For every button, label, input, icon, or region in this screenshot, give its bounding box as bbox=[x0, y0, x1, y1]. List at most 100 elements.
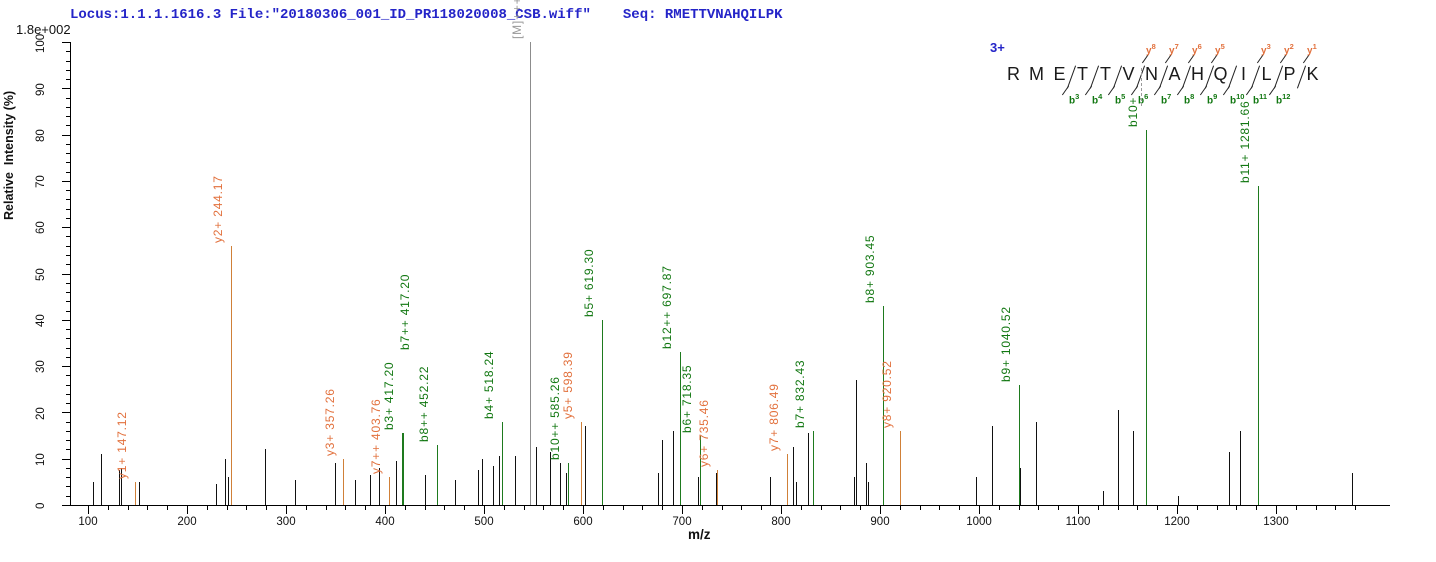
y-major-tick bbox=[62, 505, 70, 506]
peak bbox=[224, 458, 226, 505]
peak-y bbox=[717, 470, 719, 505]
peak bbox=[478, 470, 480, 505]
y-ion-label: y2 bbox=[1284, 42, 1294, 57]
y-minor-tick bbox=[66, 310, 70, 312]
x-minor-tick bbox=[1315, 506, 1317, 510]
y-major-tick bbox=[62, 273, 70, 275]
x-major-tick bbox=[880, 506, 881, 514]
peak bbox=[536, 447, 538, 505]
peak-label: b8++ 452.22 bbox=[416, 365, 431, 442]
y-minor-tick bbox=[66, 393, 70, 395]
header-seq: Seq: RMETTVNAHQILPK bbox=[622, 7, 783, 23]
peak-label: b5+ 619.30 bbox=[582, 248, 597, 317]
x-tick-label: 700 bbox=[672, 516, 692, 528]
x-minor-tick bbox=[206, 506, 208, 510]
y-tick-label: 90 bbox=[35, 82, 47, 96]
peak bbox=[658, 472, 660, 505]
y-minor-tick bbox=[66, 329, 70, 331]
b-ion-label: b7 bbox=[1161, 92, 1172, 107]
peak-b bbox=[1257, 185, 1259, 505]
b-ion-label: b12 bbox=[1276, 92, 1291, 107]
cleavage-slash-b bbox=[1153, 85, 1162, 96]
b-ion-label: b9 bbox=[1207, 92, 1218, 107]
x-tick-label: 100 bbox=[78, 516, 98, 528]
peak-y bbox=[388, 477, 390, 505]
y-minor-tick bbox=[66, 467, 70, 469]
cleavage-slash-b bbox=[1061, 85, 1070, 96]
peak-y bbox=[787, 454, 789, 505]
x-tick-label: 1000 bbox=[966, 516, 992, 528]
x-tick-label: 1200 bbox=[1164, 516, 1190, 528]
y-major-tick bbox=[62, 227, 70, 229]
peak bbox=[395, 461, 397, 505]
x-minor-tick bbox=[543, 506, 545, 510]
cleavage-slash-b bbox=[1176, 85, 1185, 96]
peak bbox=[868, 481, 870, 505]
b-ion-label: b6 bbox=[1138, 92, 1149, 107]
x-minor-tick bbox=[1137, 506, 1139, 510]
cleavage-slash-b bbox=[1245, 85, 1254, 96]
peak bbox=[792, 447, 794, 505]
peak bbox=[1102, 491, 1104, 505]
x-minor-tick bbox=[602, 506, 604, 510]
plot-area[interactable]: 100 200 300 400 500 600 700 800 900 1000 1100 1200 1… bbox=[35, 0, 1390, 528]
y-minor-tick bbox=[66, 347, 70, 349]
x-minor-tick bbox=[1355, 506, 1357, 510]
peak-b bbox=[883, 305, 885, 505]
x-minor-tick bbox=[1236, 506, 1238, 510]
peak bbox=[455, 479, 457, 505]
x-major-tick bbox=[682, 506, 683, 514]
peak-label: b7+ 832.43 bbox=[793, 359, 808, 428]
x-tick-label: 1300 bbox=[1263, 516, 1289, 528]
x-minor-tick bbox=[523, 506, 525, 510]
peak-b bbox=[700, 435, 702, 505]
y-minor-tick bbox=[66, 116, 70, 118]
y-ion-label: y8 bbox=[1146, 42, 1156, 57]
peak bbox=[120, 467, 122, 505]
y-minor-tick bbox=[66, 143, 70, 145]
x-minor-tick bbox=[1038, 506, 1040, 510]
cleavage-slash-b bbox=[1084, 85, 1093, 96]
peak-y bbox=[230, 245, 232, 505]
peak-label: b7++ 417.20 bbox=[398, 274, 413, 351]
peak bbox=[854, 477, 856, 505]
peak bbox=[770, 477, 772, 505]
x-tick-label: 300 bbox=[276, 516, 296, 528]
y-major-tick bbox=[62, 412, 70, 414]
peak bbox=[662, 440, 664, 505]
y-tick-label: 0 bbox=[35, 502, 47, 509]
y-axis-line bbox=[70, 42, 71, 506]
y-ion-label: y5 bbox=[1215, 42, 1225, 57]
x-minor-tick bbox=[701, 506, 703, 510]
x-minor-tick bbox=[622, 506, 624, 510]
y-minor-tick bbox=[66, 171, 70, 173]
y-minor-tick bbox=[66, 190, 70, 192]
x-minor-tick bbox=[939, 506, 941, 510]
y-minor-tick bbox=[66, 79, 70, 81]
b-ion-label: b11 bbox=[1253, 92, 1268, 107]
x-tick-label: 900 bbox=[870, 516, 890, 528]
y-minor-tick bbox=[66, 254, 70, 256]
x-minor-tick bbox=[563, 506, 565, 510]
x-minor-tick bbox=[721, 506, 723, 510]
y-ion-label: y7 bbox=[1169, 42, 1179, 57]
peak bbox=[673, 430, 675, 505]
peak-b bbox=[602, 319, 604, 505]
x-minor-tick bbox=[246, 506, 248, 510]
x-minor-tick bbox=[345, 506, 347, 510]
peak bbox=[215, 484, 217, 505]
x-tick-label: 1100 bbox=[1065, 516, 1091, 528]
x-minor-tick bbox=[1216, 506, 1218, 510]
peak-precursor bbox=[530, 42, 532, 505]
cleavage-slash-b bbox=[1199, 85, 1208, 96]
peak-b bbox=[1145, 129, 1147, 505]
y-major-tick bbox=[62, 134, 70, 136]
peak-label: y1+ 147.12 bbox=[114, 411, 129, 479]
peak bbox=[370, 474, 372, 505]
peak bbox=[584, 426, 586, 505]
y-tick-label: 10 bbox=[35, 453, 47, 466]
y-minor-tick bbox=[66, 69, 70, 71]
y-minor-tick bbox=[66, 208, 70, 210]
residue-letter: T bbox=[1100, 64, 1111, 84]
